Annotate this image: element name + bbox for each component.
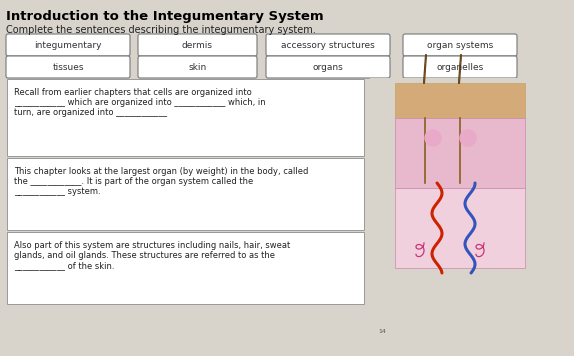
FancyBboxPatch shape — [403, 56, 517, 78]
Text: turn, are organized into ____________: turn, are organized into ____________ — [14, 108, 167, 117]
Text: 14: 14 — [378, 329, 386, 334]
FancyBboxPatch shape — [403, 34, 517, 56]
Text: ____________ of the skin.: ____________ of the skin. — [14, 261, 114, 270]
Text: organ systems: organ systems — [427, 42, 493, 51]
FancyBboxPatch shape — [7, 232, 364, 304]
Text: Complete the sentences describing the integumentary system.: Complete the sentences describing the in… — [6, 25, 316, 35]
Circle shape — [425, 130, 441, 146]
FancyBboxPatch shape — [6, 56, 130, 78]
Text: dermis: dermis — [182, 42, 213, 51]
FancyBboxPatch shape — [266, 56, 390, 78]
Text: Also part of this system are structures including nails, hair, sweat: Also part of this system are structures … — [14, 241, 290, 250]
Text: tissues: tissues — [52, 63, 84, 73]
FancyBboxPatch shape — [6, 34, 130, 56]
FancyBboxPatch shape — [7, 79, 364, 156]
Text: organelles: organelles — [436, 63, 484, 73]
FancyBboxPatch shape — [138, 34, 257, 56]
Text: the ____________. It is part of the organ system called the: the ____________. It is part of the orga… — [14, 177, 253, 186]
FancyBboxPatch shape — [266, 34, 390, 56]
Text: ____________ which are organized into ____________ which, in: ____________ which are organized into __… — [14, 98, 266, 107]
FancyBboxPatch shape — [395, 83, 525, 118]
FancyBboxPatch shape — [395, 188, 525, 268]
Text: This chapter looks at the largest organ (by weight) in the body, called: This chapter looks at the largest organ … — [14, 167, 308, 176]
Text: accessory structures: accessory structures — [281, 42, 375, 51]
Text: organs: organs — [313, 63, 343, 73]
Text: Recall from earlier chapters that cells are organized into: Recall from earlier chapters that cells … — [14, 88, 252, 97]
FancyBboxPatch shape — [395, 118, 525, 188]
FancyBboxPatch shape — [370, 78, 565, 348]
Text: skin: skin — [188, 63, 207, 73]
Text: ____________ system.: ____________ system. — [14, 187, 100, 196]
Text: integumentary: integumentary — [34, 42, 102, 51]
Circle shape — [460, 130, 476, 146]
FancyBboxPatch shape — [7, 158, 364, 230]
FancyBboxPatch shape — [138, 56, 257, 78]
Text: glands, and oil glands. These structures are referred to as the: glands, and oil glands. These structures… — [14, 251, 275, 260]
Text: Introduction to the Integumentary System: Introduction to the Integumentary System — [6, 10, 324, 23]
